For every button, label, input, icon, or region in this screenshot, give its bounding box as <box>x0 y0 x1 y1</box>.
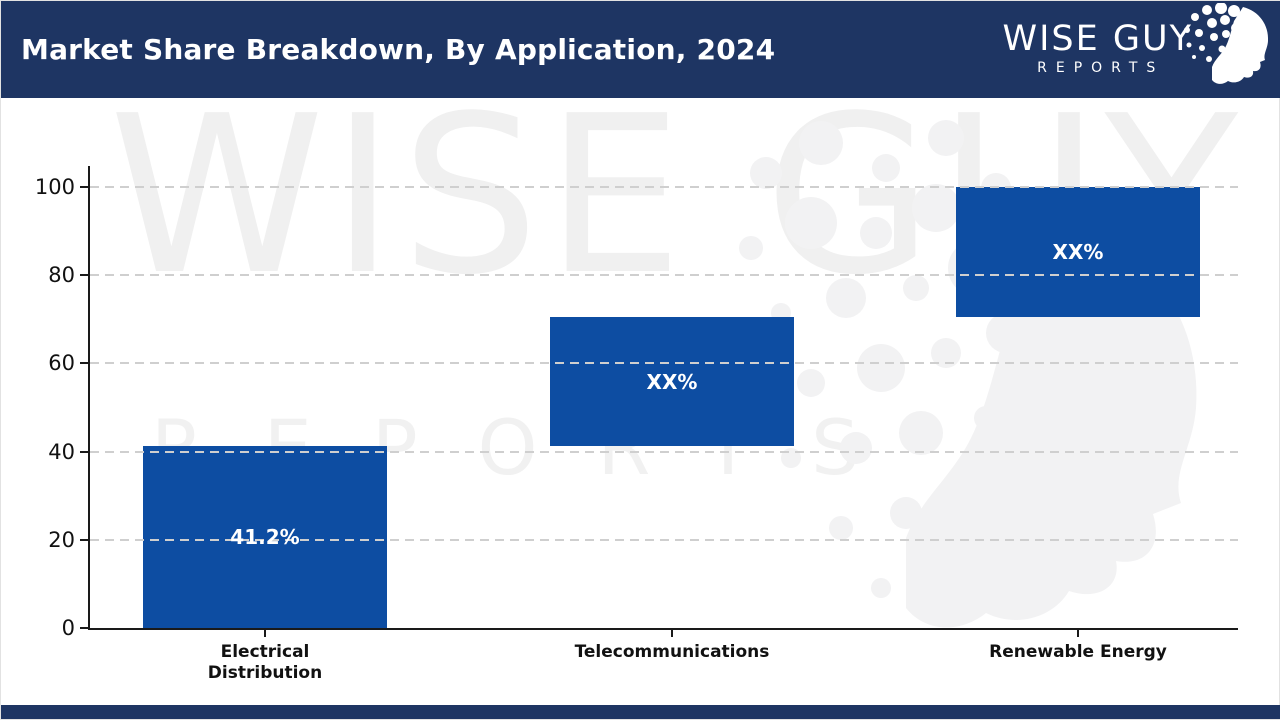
header-bar: Market Share Breakdown, By Application, … <box>1 1 1280 98</box>
wiseguy-logo-text: WISE GUY REPORTS <box>1002 19 1193 76</box>
logo-wordmark: WISE GUY <box>1002 18 1193 59</box>
y-tick-80 <box>80 274 88 277</box>
bar-value-label-0: 41.2% <box>230 525 300 550</box>
bar-0 <box>143 446 387 628</box>
chart-title: Market Share Breakdown, By Application, … <box>21 33 776 66</box>
footer-bar <box>1 705 1280 719</box>
gridline-100 <box>90 186 1238 188</box>
y-tick-20 <box>80 538 88 541</box>
y-tick-label-100: 100 <box>34 175 75 199</box>
x-tick-0 <box>264 630 266 637</box>
x-tick-label-2: Renewable Energy <box>989 642 1167 662</box>
x-tick-label-0: Electrical Distribution <box>207 642 323 683</box>
y-tick-label-80: 80 <box>48 263 75 288</box>
x-tick-2 <box>1077 630 1079 637</box>
y-tick-100 <box>80 186 88 188</box>
y-tick-60 <box>80 362 88 365</box>
gridline-20 <box>90 538 1238 541</box>
x-tick-1 <box>671 630 673 637</box>
y-tick-40 <box>80 450 88 453</box>
logo-subtitle: REPORTS <box>1037 59 1165 76</box>
bar-value-label-2: XX% <box>1052 240 1104 265</box>
gridline-40 <box>90 450 1238 453</box>
bar-2 <box>956 187 1200 318</box>
wiseguy-face-icon <box>1184 3 1269 84</box>
y-tick-label-40: 40 <box>48 439 75 464</box>
bar-value-label-1: XX% <box>646 369 698 394</box>
y-tick-label-20: 20 <box>48 527 75 552</box>
x-tick-label-1: Telecommunications <box>574 642 770 662</box>
gridline-80 <box>90 274 1238 277</box>
bar-1 <box>550 317 794 447</box>
y-tick-label-60: 60 <box>48 351 75 376</box>
x-axis-line <box>88 628 1238 630</box>
y-tick-0 <box>80 627 88 629</box>
y-axis-line <box>88 166 90 630</box>
wiseguy-logo: WISE GUY REPORTS <box>1002 3 1271 89</box>
gridline-60 <box>90 362 1238 365</box>
y-tick-label-0: 0 <box>61 616 75 640</box>
